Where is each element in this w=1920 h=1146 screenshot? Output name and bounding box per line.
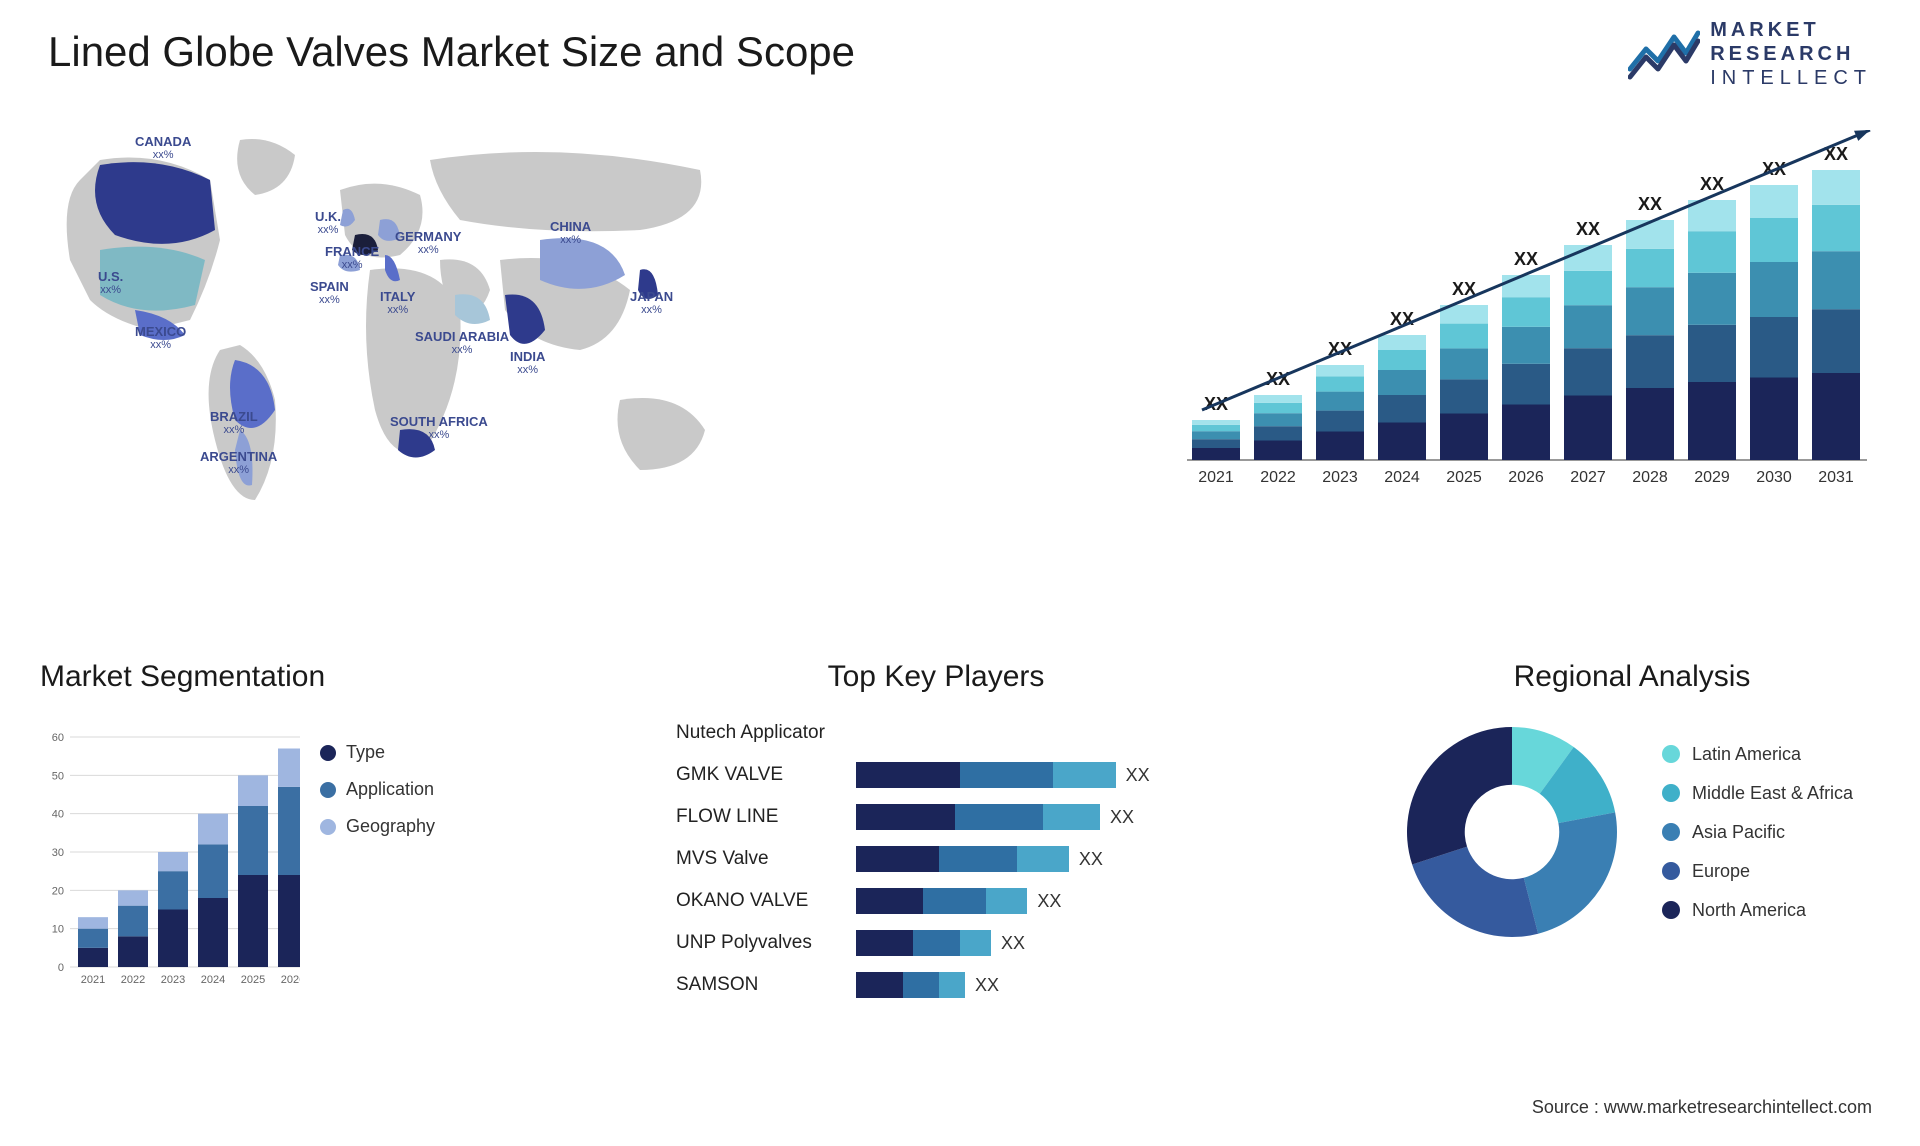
svg-text:2026: 2026 xyxy=(281,974,300,986)
player-row-2: FLOW LINE XX xyxy=(676,796,1196,838)
segmentation-legend: Type Application Geography xyxy=(320,742,435,992)
player-value: XX xyxy=(1037,891,1061,912)
player-row-6: SAMSON XX xyxy=(676,964,1196,1006)
map-label-japan: JAPANxx% xyxy=(630,290,673,316)
page-title: Lined Globe Valves Market Size and Scope xyxy=(48,28,855,76)
player-name: OKANO VALVE xyxy=(676,890,856,912)
segmentation-panel: Market Segmentation 0 10 20 30 40 50 60 2021 202… xyxy=(40,660,480,1006)
growth-chart-svg: XX2021XX2022XX2023XX2024XX2025XX2026XX20… xyxy=(1172,130,1872,500)
seg-legend-type: Type xyxy=(320,742,435,763)
svg-text:2024: 2024 xyxy=(201,974,225,986)
segmentation-chart: 0 10 20 30 40 50 60 2021 2022 2023 2024 2025 2026 xyxy=(40,712,300,992)
svg-text:60: 60 xyxy=(52,732,64,744)
svg-text:0: 0 xyxy=(58,962,64,974)
logo-line3: INTELLECT xyxy=(1710,66,1872,90)
world-map-svg xyxy=(40,120,760,520)
svg-text:2030: 2030 xyxy=(1756,469,1792,486)
map-label-italy: ITALYxx% xyxy=(380,290,415,316)
regional-donut xyxy=(1392,712,1632,952)
player-name: FLOW LINE xyxy=(676,806,856,828)
regional-panel: Regional Analysis Latin America Middle Ea… xyxy=(1392,660,1872,1006)
svg-text:2025: 2025 xyxy=(1446,469,1482,486)
map-label-india: INDIAxx% xyxy=(510,350,545,376)
region-legend-europe: Europe xyxy=(1662,861,1853,882)
svg-text:2021: 2021 xyxy=(1198,469,1234,486)
map-label-saudi-arabia: SAUDI ARABIAxx% xyxy=(415,330,509,356)
map-label-mexico: MEXICOxx% xyxy=(135,325,186,351)
source-text: Source : www.marketresearchintellect.com xyxy=(1532,1097,1872,1118)
map-label-south-africa: SOUTH AFRICAxx% xyxy=(390,415,488,441)
key-players-list: Nutech ApplicatorGMK VALVEXXFLOW LINEXXM… xyxy=(676,712,1196,1006)
map-label-france: FRANCExx% xyxy=(325,245,379,271)
map-label-argentina: ARGENTINAxx% xyxy=(200,450,277,476)
svg-text:2022: 2022 xyxy=(121,974,145,986)
svg-text:30: 30 xyxy=(52,847,64,859)
svg-text:XX: XX xyxy=(1638,194,1662,214)
player-name: GMK VALVE xyxy=(676,764,856,786)
regional-title: Regional Analysis xyxy=(1392,660,1872,694)
svg-text:2027: 2027 xyxy=(1570,469,1606,486)
svg-text:XX: XX xyxy=(1576,219,1600,239)
svg-text:2022: 2022 xyxy=(1260,469,1296,486)
svg-text:2029: 2029 xyxy=(1694,469,1730,486)
regional-legend: Latin America Middle East & Africa Asia Pa… xyxy=(1662,744,1853,921)
player-name: MVS Valve xyxy=(676,848,856,870)
region-legend-latin-america: Latin America xyxy=(1662,744,1853,765)
svg-text:2025: 2025 xyxy=(241,974,265,986)
logo-icon xyxy=(1628,27,1700,81)
svg-text:40: 40 xyxy=(52,809,64,821)
player-value: XX xyxy=(1001,933,1025,954)
region-legend-asia-pacific: Asia Pacific xyxy=(1662,822,1853,843)
region-legend-north-america: North America xyxy=(1662,900,1853,921)
player-row-5: UNP Polyvalves XX xyxy=(676,922,1196,964)
map-label-brazil: BRAZILxx% xyxy=(210,410,258,436)
svg-text:XX: XX xyxy=(1514,249,1538,269)
key-players-panel: Top Key Players Nutech Applicator GMK VAL… xyxy=(676,660,1196,1006)
player-row-4: OKANO VALVE XX xyxy=(676,880,1196,922)
player-name: SAMSON xyxy=(676,974,856,996)
region-legend-middle-east-africa: Middle East & Africa xyxy=(1662,783,1853,804)
map-label-china: CHINAxx% xyxy=(550,220,591,246)
segmentation-title: Market Segmentation xyxy=(40,660,480,694)
map-label-germany: GERMANYxx% xyxy=(395,230,461,256)
growth-chart: XX2021XX2022XX2023XX2024XX2025XX2026XX20… xyxy=(1172,130,1872,500)
svg-text:2024: 2024 xyxy=(1384,469,1420,486)
logo-line2: RESEARCH xyxy=(1710,42,1872,66)
player-row-3: MVS Valve XX xyxy=(676,838,1196,880)
svg-text:50: 50 xyxy=(52,770,64,782)
key-players-title: Top Key Players xyxy=(676,660,1196,694)
logo-line1: MARKET xyxy=(1710,18,1872,42)
player-row-1: GMK VALVE XX xyxy=(676,754,1196,796)
player-value: XX xyxy=(1079,849,1103,870)
player-value: XX xyxy=(1126,765,1150,786)
svg-text:2028: 2028 xyxy=(1632,469,1668,486)
map-label-canada: CANADAxx% xyxy=(135,135,191,161)
player-row-0: Nutech Applicator xyxy=(676,712,1196,754)
svg-text:20: 20 xyxy=(52,885,64,897)
world-map: CANADAxx% U.S.xx% MEXICOxx% BRAZILxx% ARGENT… xyxy=(40,120,760,520)
player-value: XX xyxy=(1110,807,1134,828)
svg-text:2023: 2023 xyxy=(1322,469,1358,486)
seg-legend-geography: Geography xyxy=(320,816,435,837)
brand-logo: MARKET RESEARCH INTELLECT xyxy=(1628,18,1872,90)
seg-legend-application: Application xyxy=(320,779,435,800)
svg-text:2021: 2021 xyxy=(81,974,105,986)
svg-text:10: 10 xyxy=(52,924,64,936)
svg-text:2023: 2023 xyxy=(161,974,185,986)
map-label-u-k-: U.K.xx% xyxy=(315,210,341,236)
svg-text:2031: 2031 xyxy=(1818,469,1854,486)
map-label-u-s-: U.S.xx% xyxy=(98,270,123,296)
player-name: UNP Polyvalves xyxy=(676,932,856,954)
player-value: XX xyxy=(975,975,999,996)
svg-text:XX: XX xyxy=(1700,174,1724,194)
player-name: Nutech Applicator xyxy=(676,722,856,744)
svg-text:2026: 2026 xyxy=(1508,469,1544,486)
map-label-spain: SPAINxx% xyxy=(310,280,349,306)
